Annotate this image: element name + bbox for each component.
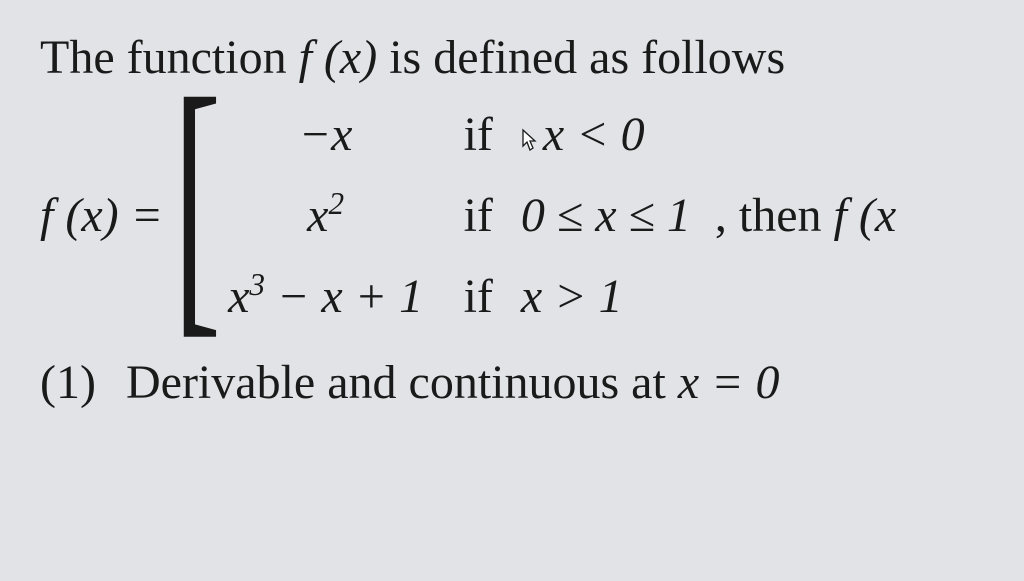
pieces-grid: −x if x < 0 x2 if 0 ≤ x ≤ 1 x3 − x + 1 i… (216, 107, 711, 324)
cursor-icon (521, 128, 537, 152)
option-eq: x = 0 (678, 356, 780, 409)
intro-prefix: The function (40, 31, 299, 84)
piecewise-bracket: [ (173, 86, 221, 316)
intro-func: f (x) (299, 31, 378, 84)
option-text-prefix: Derivable and continuous at (126, 356, 678, 409)
piece-if-0: if (464, 107, 493, 162)
piece-if-2: if (464, 269, 493, 324)
definition-tail: , then f (x (715, 188, 896, 243)
intro-suffix: is defined as follows (377, 31, 785, 84)
option-1: (1) Derivable and continuous at x = 0 (40, 355, 1004, 410)
piece-cond-0-text: x < 0 (543, 108, 645, 161)
piece-expr-2: x3 − x + 1 (216, 269, 436, 324)
tail-text: , then (715, 189, 822, 242)
piece-cond-1: 0 ≤ x ≤ 1 (521, 188, 711, 243)
definition-lhs: f (x) = (40, 188, 163, 243)
piece-cond-0: x < 0 (521, 107, 711, 162)
piece-expr-0: −x (216, 107, 436, 162)
tail-func: f (x (834, 189, 897, 242)
definition-row: f (x) = [ −x if x < 0 x2 if 0 ≤ x ≤ 1 x3… (40, 100, 1004, 330)
option-number: (1) (40, 356, 96, 409)
piece-expr-1: x2 (216, 188, 436, 243)
piece-cond-2: x > 1 (521, 269, 711, 324)
piece-if-1: if (464, 188, 493, 243)
